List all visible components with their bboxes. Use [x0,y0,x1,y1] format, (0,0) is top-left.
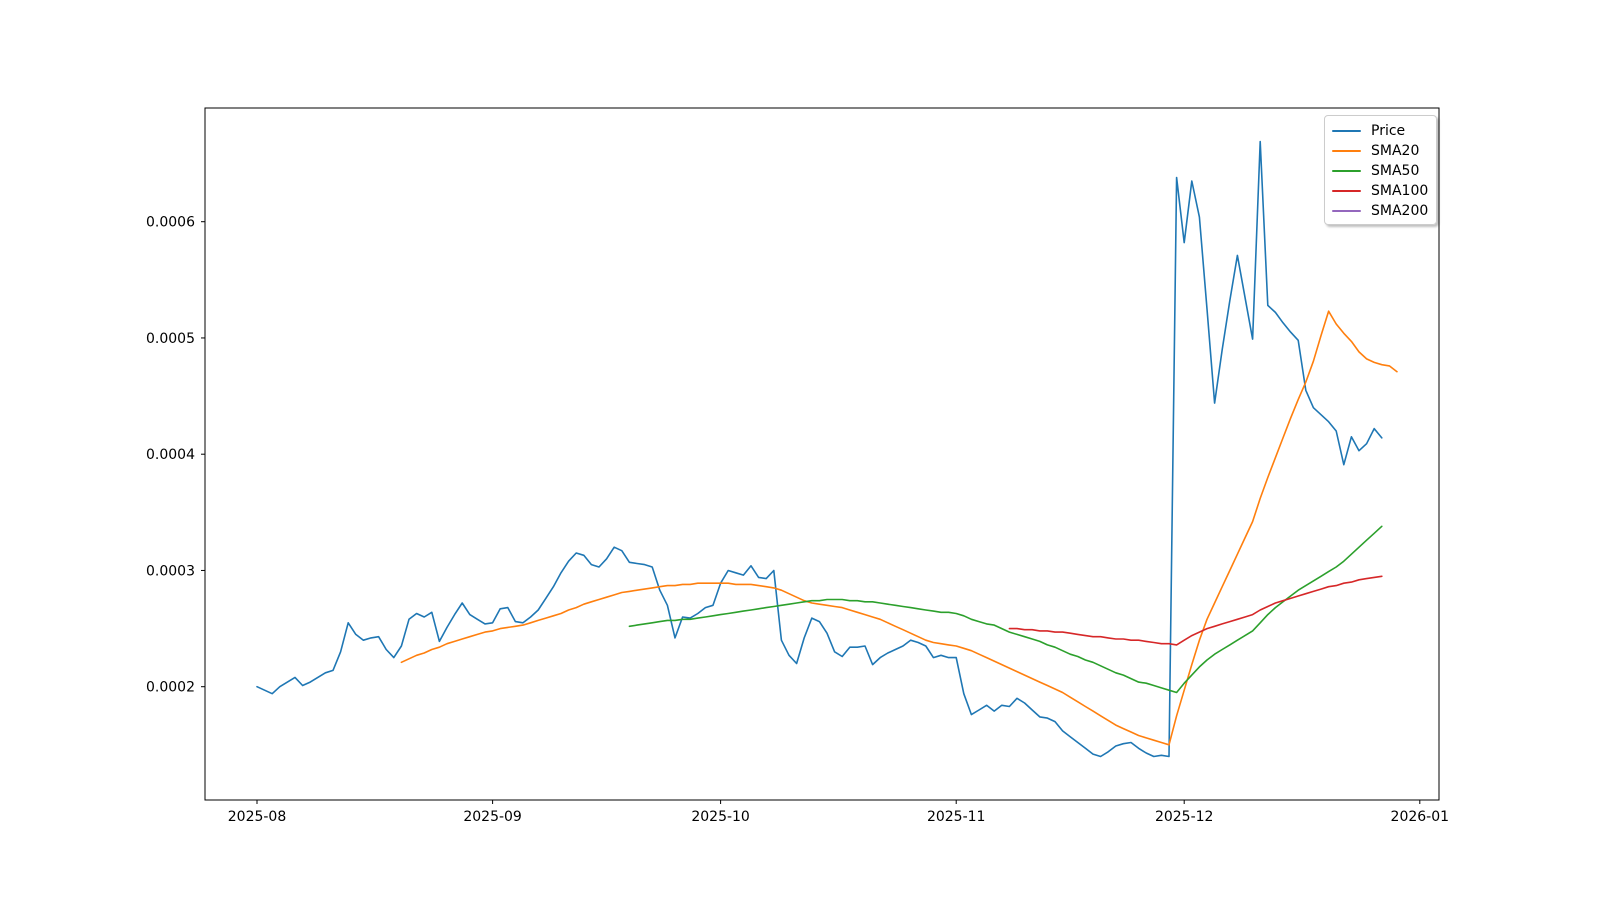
y-tick-label: 0.0002 [146,680,195,696]
price-line-swatch [1332,130,1361,132]
sma50-line-swatch [1332,170,1361,172]
legend: Price SMA20 SMA50 SMA100 SMA200 [1324,115,1437,225]
legend-item-sma50: SMA50 [1332,161,1428,181]
series-line-sma100 [1008,575,1383,646]
x-tick-label: 2025-12 [1155,809,1214,825]
x-tick-label: 2025-11 [927,809,986,825]
series-line-sma50 [628,525,1383,694]
y-tick-label: 0.0005 [146,331,195,347]
x-tick-label: 2025-10 [691,809,750,825]
legend-label-sma20: SMA20 [1371,143,1420,159]
y-tick-label: 0.0003 [146,563,195,579]
series-line-price [256,140,1383,758]
sma100-line-swatch [1332,190,1361,192]
plot-border [204,107,1440,801]
x-tick-label: 2025-09 [463,809,522,825]
legend-label-sma50: SMA50 [1371,163,1420,179]
legend-label-sma200: SMA200 [1371,203,1429,219]
legend-label-sma100: SMA100 [1371,183,1429,199]
series-line-sma20 [400,310,1398,746]
legend-label-price: Price [1371,123,1406,139]
sma20-line-swatch [1332,150,1361,152]
x-tick-label: 2025-08 [228,809,287,825]
legend-item-sma20: SMA20 [1332,141,1428,161]
x-tick-label: 2026-01 [1391,809,1450,825]
legend-item-price: Price [1332,121,1428,141]
y-tick-label: 0.0006 [146,215,195,231]
y-tick-label: 0.0004 [146,447,195,463]
legend-item-sma200: SMA200 [1332,201,1428,221]
legend-item-sma100: SMA100 [1332,181,1428,201]
sma200-line-swatch [1332,210,1361,212]
